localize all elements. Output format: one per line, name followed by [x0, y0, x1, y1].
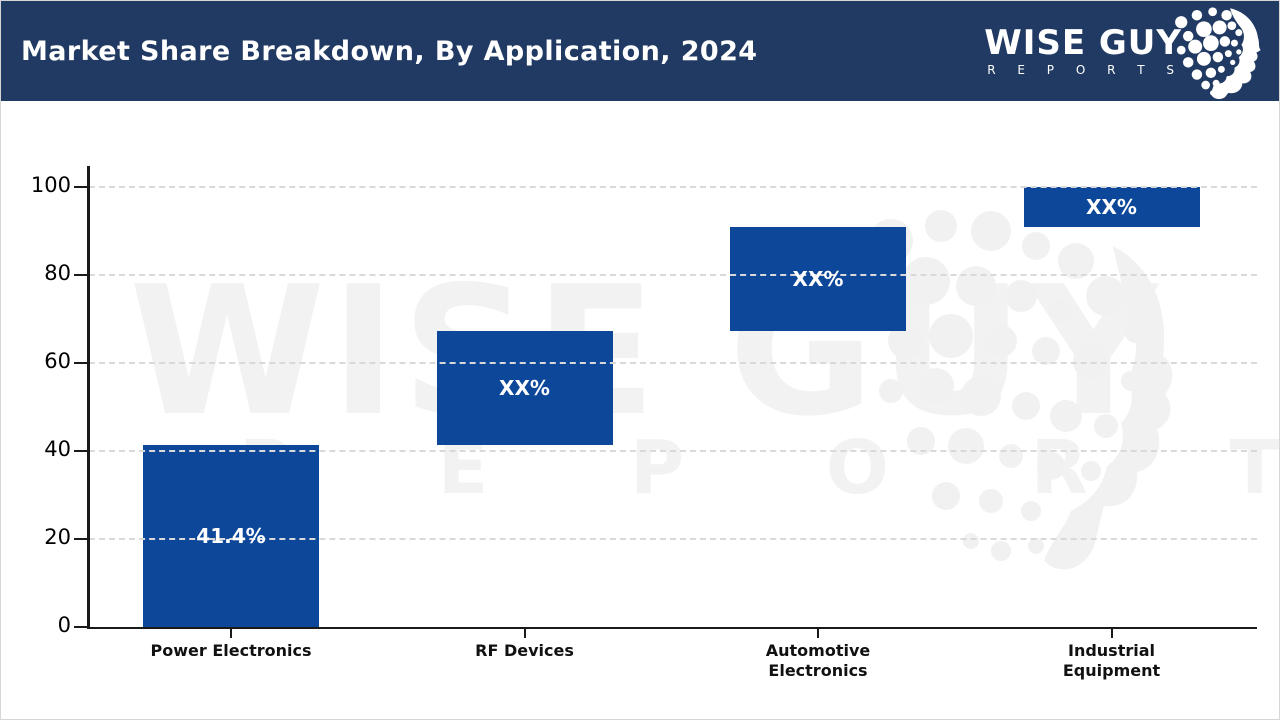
x-label-power-electronics: Power Electronics — [150, 641, 312, 660]
x-tick-mark — [523, 629, 526, 638]
header: Market Share Breakdown, By Application, … — [1, 1, 1279, 101]
bar-automotive-electronics — [730, 227, 906, 331]
y-axis-line — [87, 166, 90, 629]
y-tick-mark — [74, 538, 87, 540]
y-tick-label: 80 — [44, 261, 71, 285]
x-tick-mark — [230, 629, 232, 638]
x-tick-mark — [817, 629, 819, 638]
x-axis-line — [87, 626, 1257, 629]
gridline — [89, 186, 1257, 188]
x-tick-mark — [1110, 629, 1113, 638]
brand-subtitle: R E P O R T S — [987, 63, 1183, 77]
y-tick-label: 40 — [44, 437, 71, 461]
x-label-industrial-equipment: Industrial Equipment — [1062, 641, 1161, 680]
bar-value-label: XX% — [499, 375, 550, 400]
y-tick-mark — [74, 362, 87, 364]
bar-industrial-equipment — [1023, 187, 1200, 228]
y-tick-label: 60 — [44, 349, 71, 373]
gridline — [89, 362, 1257, 364]
page-title: Market Share Breakdown, By Application, … — [21, 35, 758, 67]
bar-power-electronics — [143, 444, 319, 627]
watermark-head-dots-icon — [867, 210, 1173, 570]
y-tick-mark — [74, 626, 87, 628]
bar-value-label: 41.4% — [196, 523, 266, 548]
x-label-automotive-electronics: Automotive Electronics — [765, 641, 871, 680]
y-tick-label: 20 — [44, 525, 71, 549]
brand-head-dots-icon — [1175, 7, 1261, 99]
bar-value-label: XX% — [792, 266, 844, 291]
gridline — [89, 538, 1257, 540]
y-tick-label: 0 — [57, 613, 71, 637]
y-tick-mark — [74, 450, 87, 452]
gridline — [89, 450, 1257, 452]
y-tick-mark — [74, 274, 87, 276]
gridline — [89, 274, 1257, 276]
y-tick-label: 100 — [30, 173, 71, 197]
brand-logo-text: WISE GUY R E P O R T S — [983, 26, 1183, 76]
brand-name: WISE GUY — [984, 23, 1183, 63]
y-tick-mark — [74, 186, 87, 188]
bar-value-label: XX% — [1086, 195, 1137, 220]
brand-logo: WISE GUY R E P O R T S — [983, 3, 1265, 99]
x-label-rf-devices: RF Devices — [475, 641, 574, 660]
bar-rf-devices — [436, 330, 613, 445]
